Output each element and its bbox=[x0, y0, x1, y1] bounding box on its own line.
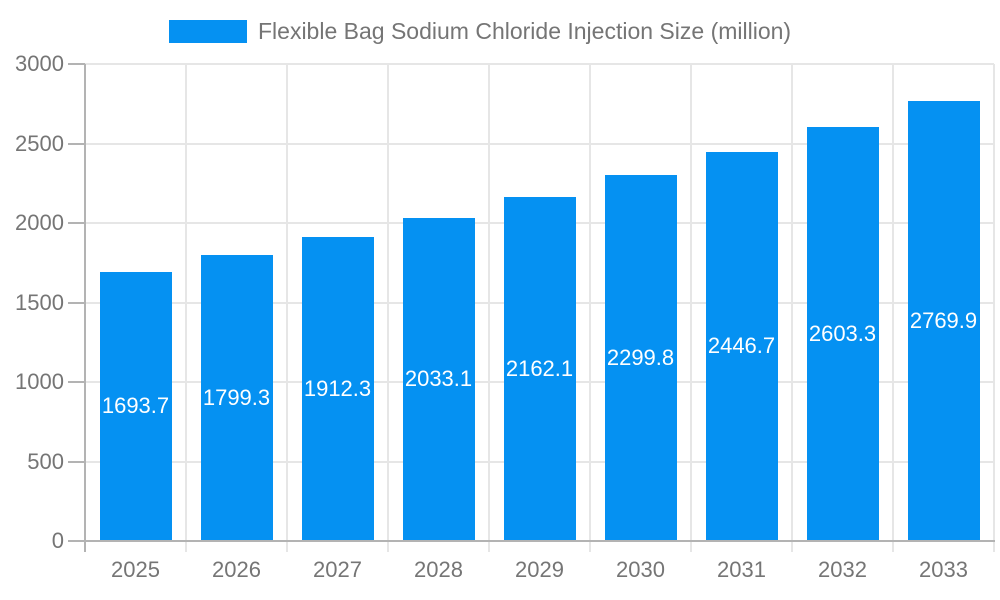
bar bbox=[806, 127, 879, 541]
bar-value-label: 1799.3 bbox=[202, 384, 271, 410]
bar-value-label: 2033.1 bbox=[404, 366, 473, 392]
vertical-gridline bbox=[286, 64, 288, 552]
vertical-gridline bbox=[993, 64, 995, 552]
vertical-gridline bbox=[690, 64, 692, 552]
y-axis-line bbox=[84, 64, 86, 552]
y-tick-label: 1000 bbox=[15, 369, 64, 394]
bar-value-label: 1693.7 bbox=[101, 393, 170, 419]
bar bbox=[200, 254, 273, 541]
x-tick-label: 2032 bbox=[818, 557, 867, 582]
bar-value-label: 2162.1 bbox=[505, 356, 574, 382]
vertical-gridline bbox=[589, 64, 591, 552]
y-tick-label: 2500 bbox=[15, 130, 64, 156]
bar-value-label: 2446.7 bbox=[707, 333, 776, 359]
vertical-gridline bbox=[185, 64, 187, 552]
bar bbox=[301, 236, 374, 541]
x-tick-label: 2029 bbox=[515, 557, 564, 582]
bar-value-label: 1912.3 bbox=[303, 375, 372, 401]
x-tick-label: 2027 bbox=[313, 557, 362, 582]
y-axis-tick bbox=[68, 301, 85, 304]
legend-label: Flexible Bag Sodium Chloride Injection S… bbox=[258, 18, 792, 44]
y-tick-label: 2000 bbox=[15, 210, 64, 235]
vertical-gridline bbox=[387, 64, 389, 552]
y-tick-label: 3000 bbox=[15, 51, 64, 76]
bar-value-label: 2769.9 bbox=[909, 307, 978, 333]
bar bbox=[705, 151, 778, 541]
y-axis-tick bbox=[68, 63, 85, 65]
bar-value-label: 2299.8 bbox=[606, 345, 675, 371]
bar-value-label: 2603.3 bbox=[808, 321, 877, 347]
y-axis-tick bbox=[68, 381, 85, 383]
horizontal-gridline bbox=[85, 142, 994, 145]
y-axis-tick bbox=[68, 222, 85, 224]
x-tick-label: 2031 bbox=[717, 557, 766, 582]
y-tick-label: 500 bbox=[27, 448, 64, 474]
horizontal-gridline bbox=[85, 63, 994, 65]
legend-swatch bbox=[169, 20, 247, 43]
vertical-gridline bbox=[791, 64, 793, 552]
bar bbox=[503, 197, 576, 541]
x-tick-label: 2026 bbox=[212, 557, 261, 582]
bar bbox=[402, 217, 475, 541]
bar bbox=[604, 175, 677, 541]
bar bbox=[99, 271, 172, 541]
x-axis-line bbox=[85, 540, 995, 542]
y-axis-tick bbox=[68, 142, 85, 145]
bar bbox=[907, 100, 980, 541]
y-tick-label: 1500 bbox=[15, 289, 64, 315]
x-tick-label: 2033 bbox=[919, 557, 968, 582]
y-tick-label: 0 bbox=[51, 528, 64, 553]
vertical-gridline bbox=[488, 64, 490, 552]
y-axis-tick bbox=[68, 460, 85, 463]
vertical-gridline bbox=[892, 64, 894, 552]
x-tick-label: 2028 bbox=[414, 557, 463, 582]
x-tick-label: 2025 bbox=[111, 557, 160, 582]
y-axis-tick bbox=[68, 540, 85, 542]
x-tick-label: 2030 bbox=[616, 557, 665, 582]
